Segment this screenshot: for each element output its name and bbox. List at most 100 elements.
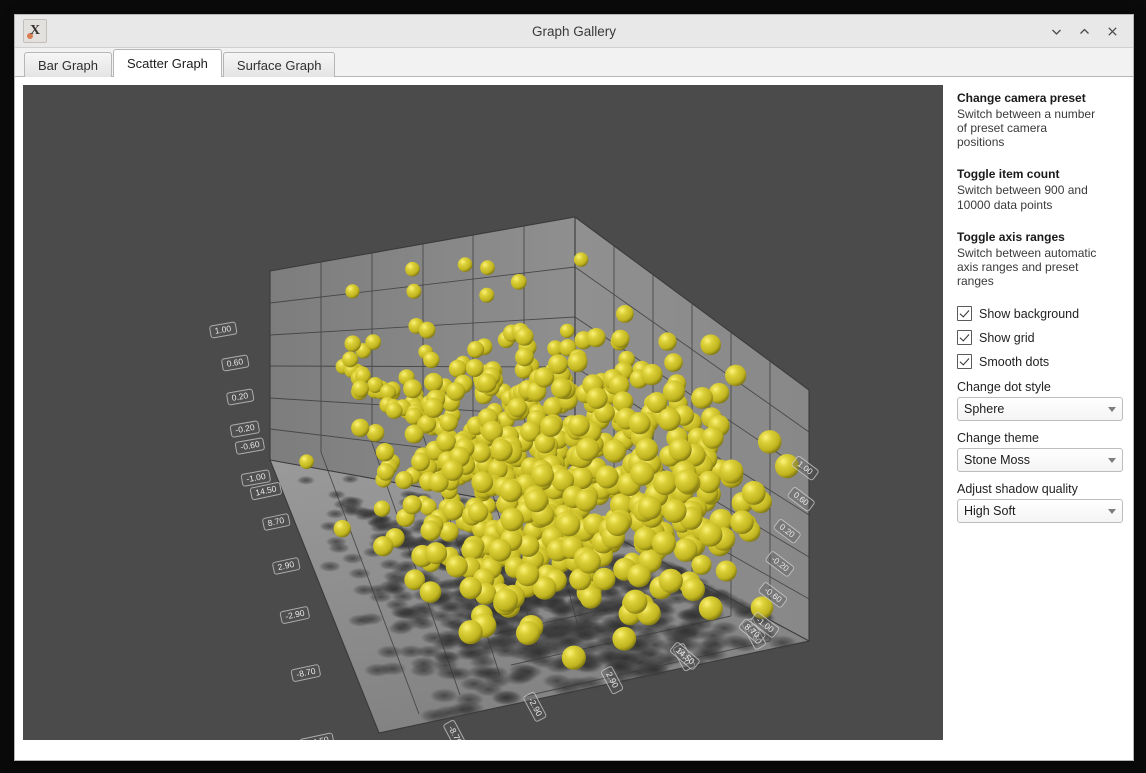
scatter-dot[interactable] — [402, 495, 422, 515]
scatter-dot[interactable] — [633, 526, 658, 551]
scatter-dot[interactable] — [697, 470, 721, 494]
scatter-dot[interactable] — [425, 542, 448, 565]
scatter-dot[interactable] — [439, 521, 459, 542]
scatter-dot[interactable] — [366, 424, 385, 442]
scatter-dot[interactable] — [708, 382, 730, 404]
scatter-dot[interactable] — [603, 439, 627, 463]
scatter-dot[interactable] — [471, 471, 494, 494]
scatter-dot[interactable] — [418, 321, 436, 339]
scatter-dot[interactable] — [500, 507, 524, 532]
scatter-dot[interactable] — [375, 443, 395, 462]
axis-ranges-block[interactable]: Toggle axis ranges Switch between automa… — [957, 230, 1123, 288]
scatter-dot[interactable] — [406, 283, 422, 299]
scatter-dot[interactable] — [471, 442, 491, 463]
scatter-dot[interactable] — [411, 452, 430, 472]
scatter-dot[interactable] — [423, 351, 440, 369]
scatter-dot[interactable] — [446, 382, 466, 401]
scatter-dot[interactable] — [424, 372, 443, 392]
scatter-dot[interactable] — [516, 620, 541, 646]
item-count-block[interactable]: Toggle item count Switch between 900 and… — [957, 167, 1123, 211]
scatter-dot[interactable] — [531, 464, 555, 487]
scatter-dot[interactable] — [701, 426, 724, 449]
scatter-dot[interactable] — [465, 359, 484, 377]
scatter-dot[interactable] — [637, 496, 662, 520]
scatter-dot[interactable] — [635, 438, 659, 462]
minimize-button[interactable] — [1045, 20, 1067, 42]
show-background-checkbox[interactable]: Show background — [957, 306, 1123, 322]
scatter-dot[interactable] — [651, 531, 677, 556]
scatter-dot[interactable] — [561, 645, 587, 670]
scatter-dot[interactable] — [559, 323, 575, 339]
scatter-dot[interactable] — [641, 363, 663, 386]
scatter-dot[interactable] — [445, 555, 468, 578]
scatter-dot[interactable] — [515, 327, 534, 346]
tab-surface-graph[interactable]: Surface Graph — [222, 52, 336, 77]
scatter-dot[interactable] — [520, 421, 541, 442]
scatter-dot[interactable] — [698, 522, 723, 547]
scatter-dot[interactable] — [534, 432, 556, 454]
smooth-dots-checkbox[interactable]: Smooth dots — [957, 354, 1123, 370]
scatter-dot[interactable] — [344, 335, 361, 352]
scatter-dot[interactable] — [441, 459, 464, 481]
scatter-dot[interactable] — [436, 431, 456, 452]
scatter-dot[interactable] — [376, 463, 395, 481]
scatter-dot[interactable] — [612, 391, 634, 412]
scatter-dot[interactable] — [653, 471, 677, 496]
scatter-dot[interactable] — [448, 359, 467, 378]
tab-bar-graph[interactable]: Bar Graph — [24, 52, 112, 77]
scatter-dot[interactable] — [493, 588, 518, 613]
scatter-dot[interactable] — [579, 586, 602, 609]
scatter-dot[interactable] — [725, 364, 747, 387]
scatter-dot[interactable] — [367, 377, 384, 393]
scatter-dot[interactable] — [662, 380, 686, 403]
camera-preset-block[interactable]: Change camera preset Switch between a nu… — [957, 91, 1123, 149]
scatter-dot[interactable] — [616, 305, 634, 323]
scatter-dot[interactable] — [557, 513, 581, 537]
scatter-dot[interactable] — [658, 332, 677, 351]
scatter-dot[interactable] — [379, 384, 396, 401]
scatter-dot[interactable] — [439, 413, 459, 432]
scatter-dot[interactable] — [775, 454, 800, 479]
scatter-dot[interactable] — [662, 499, 687, 523]
scatter-dot[interactable] — [741, 480, 766, 505]
scatter-dot[interactable] — [551, 378, 572, 399]
scatter-dot[interactable] — [458, 620, 483, 645]
scatter-dot[interactable] — [630, 461, 655, 486]
scatter-dot[interactable] — [515, 562, 540, 587]
show-grid-checkbox[interactable]: Show grid — [957, 330, 1123, 346]
scatter-dot[interactable] — [700, 334, 721, 355]
scatter-dot[interactable] — [480, 260, 495, 276]
scatter-dot[interactable] — [517, 534, 540, 557]
scatter-dot[interactable] — [612, 626, 637, 651]
scatter-dot[interactable] — [577, 549, 601, 574]
scatter-dot[interactable] — [490, 438, 513, 462]
scatter-dot[interactable] — [420, 520, 442, 541]
scatter-dot[interactable] — [646, 392, 668, 413]
scatter-dot[interactable] — [479, 287, 495, 303]
scatter-dot[interactable] — [342, 351, 359, 368]
scatter-dot[interactable] — [373, 536, 394, 557]
scatter-dot[interactable] — [299, 454, 314, 470]
scatter-dot[interactable] — [419, 581, 442, 603]
scatter-dot[interactable] — [567, 352, 588, 373]
scatter-dot[interactable] — [664, 353, 683, 372]
scatter-dot[interactable] — [385, 402, 403, 419]
scatter-dot[interactable] — [419, 498, 437, 516]
scatter-dot[interactable] — [658, 568, 683, 593]
scatter-dot[interactable] — [668, 438, 692, 462]
scatter-dot[interactable] — [373, 500, 391, 517]
scatter-dot[interactable] — [757, 430, 782, 454]
scatter-dot[interactable] — [657, 408, 681, 431]
scatter-dot[interactable] — [698, 596, 723, 621]
scatter-dot[interactable] — [595, 465, 619, 489]
shadow-quality-select[interactable]: High Soft — [957, 499, 1123, 524]
scatter-dot[interactable] — [586, 328, 606, 348]
scatter-dot[interactable] — [423, 397, 444, 418]
scatter-dot[interactable] — [459, 576, 482, 600]
scatter-dot[interactable] — [499, 479, 523, 503]
scatter-dot[interactable] — [467, 341, 485, 358]
scatter-dot[interactable] — [681, 577, 705, 602]
scatter-dot[interactable] — [586, 387, 608, 410]
scatter-dot[interactable] — [573, 252, 589, 267]
scatter-dot[interactable] — [628, 412, 651, 435]
